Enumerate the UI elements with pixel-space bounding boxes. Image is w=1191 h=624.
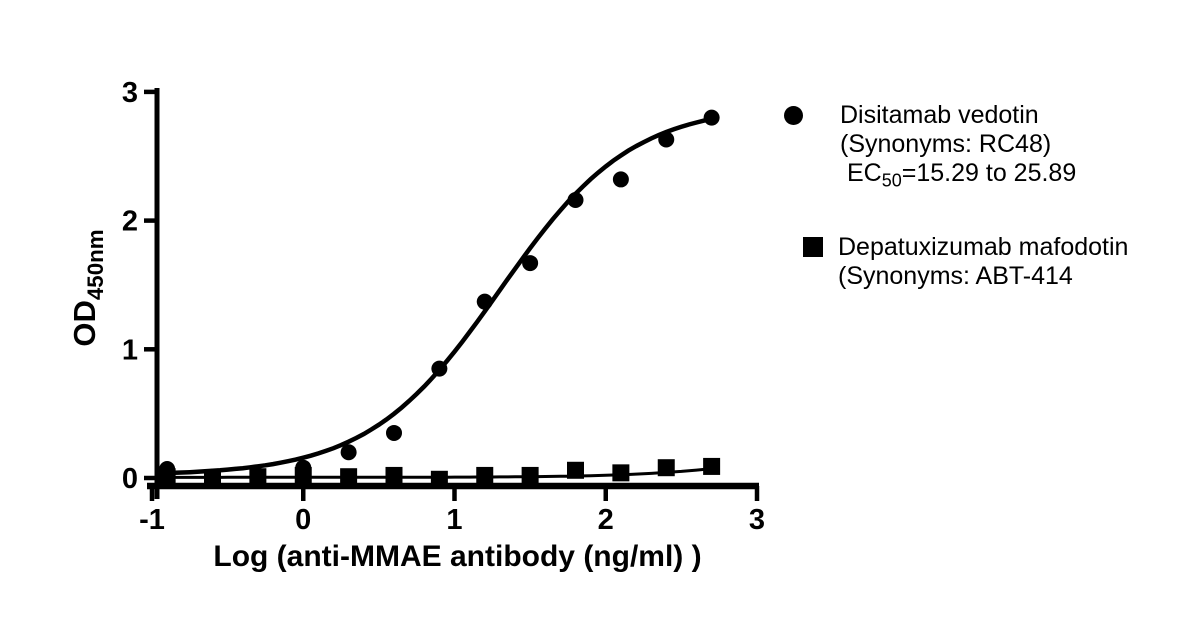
data-point-circle <box>612 171 629 188</box>
y-axis-tick-label: 1 <box>122 334 138 366</box>
data-point-circle <box>340 444 357 461</box>
x-axis-title: Log (anti-MMAE antibody (ng/ml) ) <box>213 540 702 573</box>
data-point-square <box>567 461 584 479</box>
data-point-square <box>294 466 312 484</box>
x-axis-tick-label: 3 <box>749 504 765 536</box>
legend-series-synonyms: (Synonyms: RC48) <box>840 130 1052 158</box>
x-axis-tick-label: -1 <box>139 504 165 536</box>
legend-series-synonyms: (Synonyms: ABT-414 <box>838 262 1073 290</box>
data-point-circle <box>476 293 493 310</box>
data-point-circle <box>703 109 720 126</box>
y-axis-title-subscript: 450nm <box>82 229 108 301</box>
data-point-square <box>521 466 539 484</box>
y-axis-tick-label: 3 <box>122 77 138 109</box>
circle-marker-icon <box>784 106 803 125</box>
legend-series-name: Depatuxizumab mafodotin <box>838 233 1129 261</box>
legend-item-depatuxizumab: Depatuxizumab mafodotin (Synonyms: ABT-4… <box>838 233 1128 291</box>
data-point-square <box>340 468 358 486</box>
data-point-square <box>476 466 494 484</box>
legend-item-disitamab: Disitamab vedotin (Synonyms: RC48) EC50=… <box>840 101 1076 195</box>
data-point-circle <box>567 192 584 209</box>
data-point-square <box>657 459 675 477</box>
x-axis-tick-label: 2 <box>598 504 614 536</box>
y-axis-tick-label: 2 <box>122 206 138 238</box>
data-point-square <box>385 466 403 484</box>
data-point-square <box>204 469 221 487</box>
legend-series-name: Disitamab vedotin <box>840 101 1039 129</box>
y-axis-tick-label: 0 <box>122 463 138 495</box>
data-point-circle <box>386 424 402 441</box>
data-point-circle <box>431 360 448 377</box>
y-axis-title: OD450nm <box>67 229 109 346</box>
x-axis-tick-label: 0 <box>295 504 311 536</box>
data-point-square <box>249 468 267 486</box>
x-axis-tick-label: 1 <box>446 504 462 536</box>
data-point-square <box>158 468 176 486</box>
data-point-circle <box>522 255 539 272</box>
data-point-square <box>703 457 721 475</box>
y-axis-title-text: OD <box>67 300 103 347</box>
legend-ec50-value: EC50=15.29 to 25.89 <box>847 159 1077 191</box>
fit-curve-disitamab <box>167 116 713 476</box>
square-marker-icon <box>803 237 823 257</box>
data-point-square <box>430 470 448 488</box>
data-point-circle <box>658 131 675 148</box>
data-point-square <box>612 464 630 482</box>
